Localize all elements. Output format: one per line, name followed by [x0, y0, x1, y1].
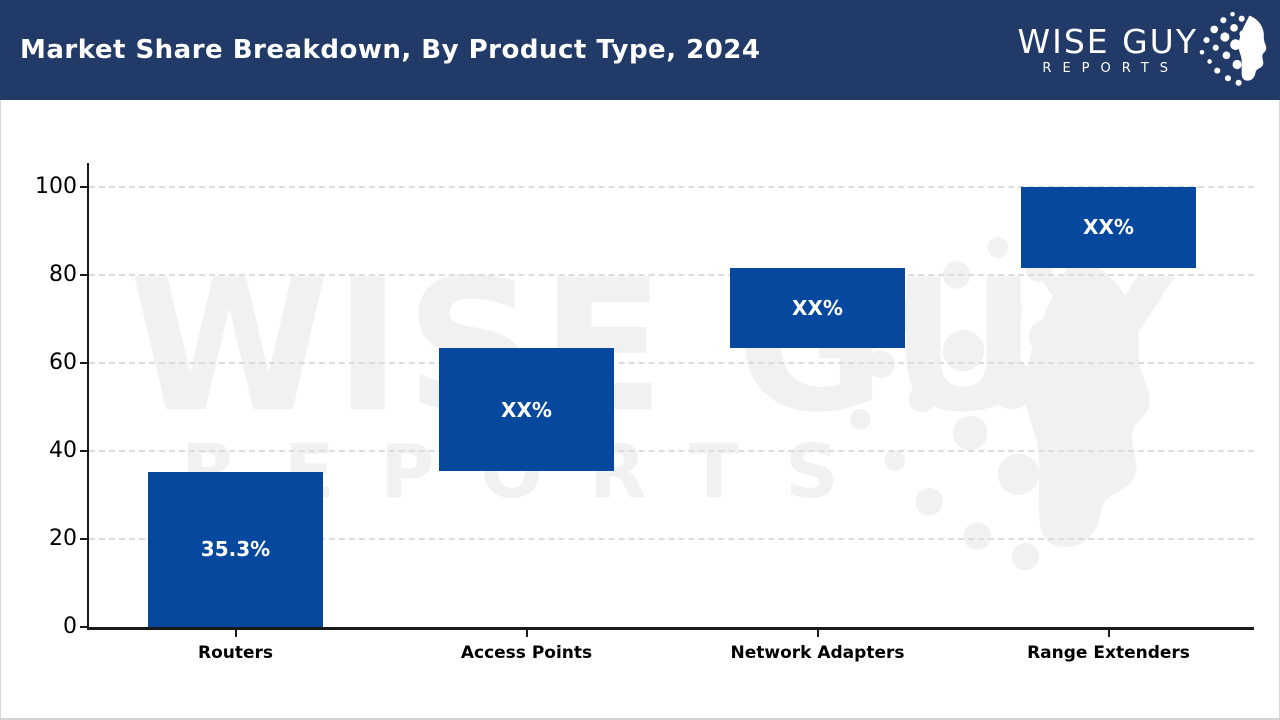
- bar-value-label: 35.3%: [200, 537, 271, 562]
- y-tick-label: 60: [49, 349, 77, 375]
- chart-bar-routers: 35.3%: [148, 471, 323, 627]
- y-tick-mark: [80, 449, 89, 452]
- y-axis-spine: [87, 163, 89, 629]
- y-tick-label: 0: [63, 614, 77, 639]
- x-tick-mark: [525, 630, 528, 637]
- x-tick-label: Routers: [197, 643, 274, 663]
- wise-guy-logo: WISE GUY REPORTS: [1017, 6, 1270, 94]
- y-tick-mark: [80, 626, 89, 628]
- y-tick-mark: [80, 361, 89, 364]
- logo-wordmark: WISE GUY: [1017, 22, 1198, 62]
- bottom-border: [0, 718, 1280, 720]
- bar-value-label: XX%: [792, 296, 843, 321]
- bar-value-label: XX%: [501, 397, 552, 422]
- chart-bar-range-extenders: XX%: [1021, 186, 1196, 269]
- y-tick-label: 80: [49, 261, 77, 287]
- gridline-40: [89, 449, 1254, 452]
- watermark-wordmark: WISE GUY: [129, 240, 1178, 452]
- chart-bar-access-points: XX%: [439, 347, 614, 472]
- x-tick-label: Access Points: [460, 643, 593, 663]
- x-tick-mark: [234, 630, 237, 637]
- x-tick-mark: [1107, 630, 1110, 637]
- x-tick-label: Network Adapters: [730, 643, 905, 663]
- gridline-100: [89, 185, 1254, 188]
- chart-title: Market Share Breakdown, By Product Type,…: [20, 35, 761, 65]
- gridline-80: [89, 273, 1254, 276]
- y-tick-label: 100: [35, 173, 77, 199]
- y-tick-mark: [80, 185, 89, 188]
- y-tick-mark: [80, 273, 89, 276]
- gridline-20: [89, 537, 1254, 540]
- y-tick-label: 20: [49, 525, 77, 551]
- x-tick-label: Range Extenders: [1027, 643, 1190, 663]
- header-bar: Market Share Breakdown, By Product Type,…: [0, 0, 1280, 100]
- gridline-60: [89, 361, 1254, 364]
- x-tick-mark: [816, 630, 819, 637]
- chart-bar-network-adapters: XX%: [730, 268, 905, 348]
- x-axis-spine: [87, 627, 1254, 630]
- logo-subtitle: REPORTS: [1042, 60, 1180, 76]
- dotted-head-icon: [1199, 11, 1267, 86]
- bar-value-label: XX%: [1083, 215, 1134, 240]
- logo-text: WISE GUY REPORTS: [1017, 25, 1198, 75]
- y-tick-label: 40: [49, 437, 77, 463]
- chart-canvas: WISE GUY REPORTS 0 20 40 60 80 100 35.3% XX% XX%…: [0, 100, 1280, 718]
- y-tick-mark: [80, 537, 89, 540]
